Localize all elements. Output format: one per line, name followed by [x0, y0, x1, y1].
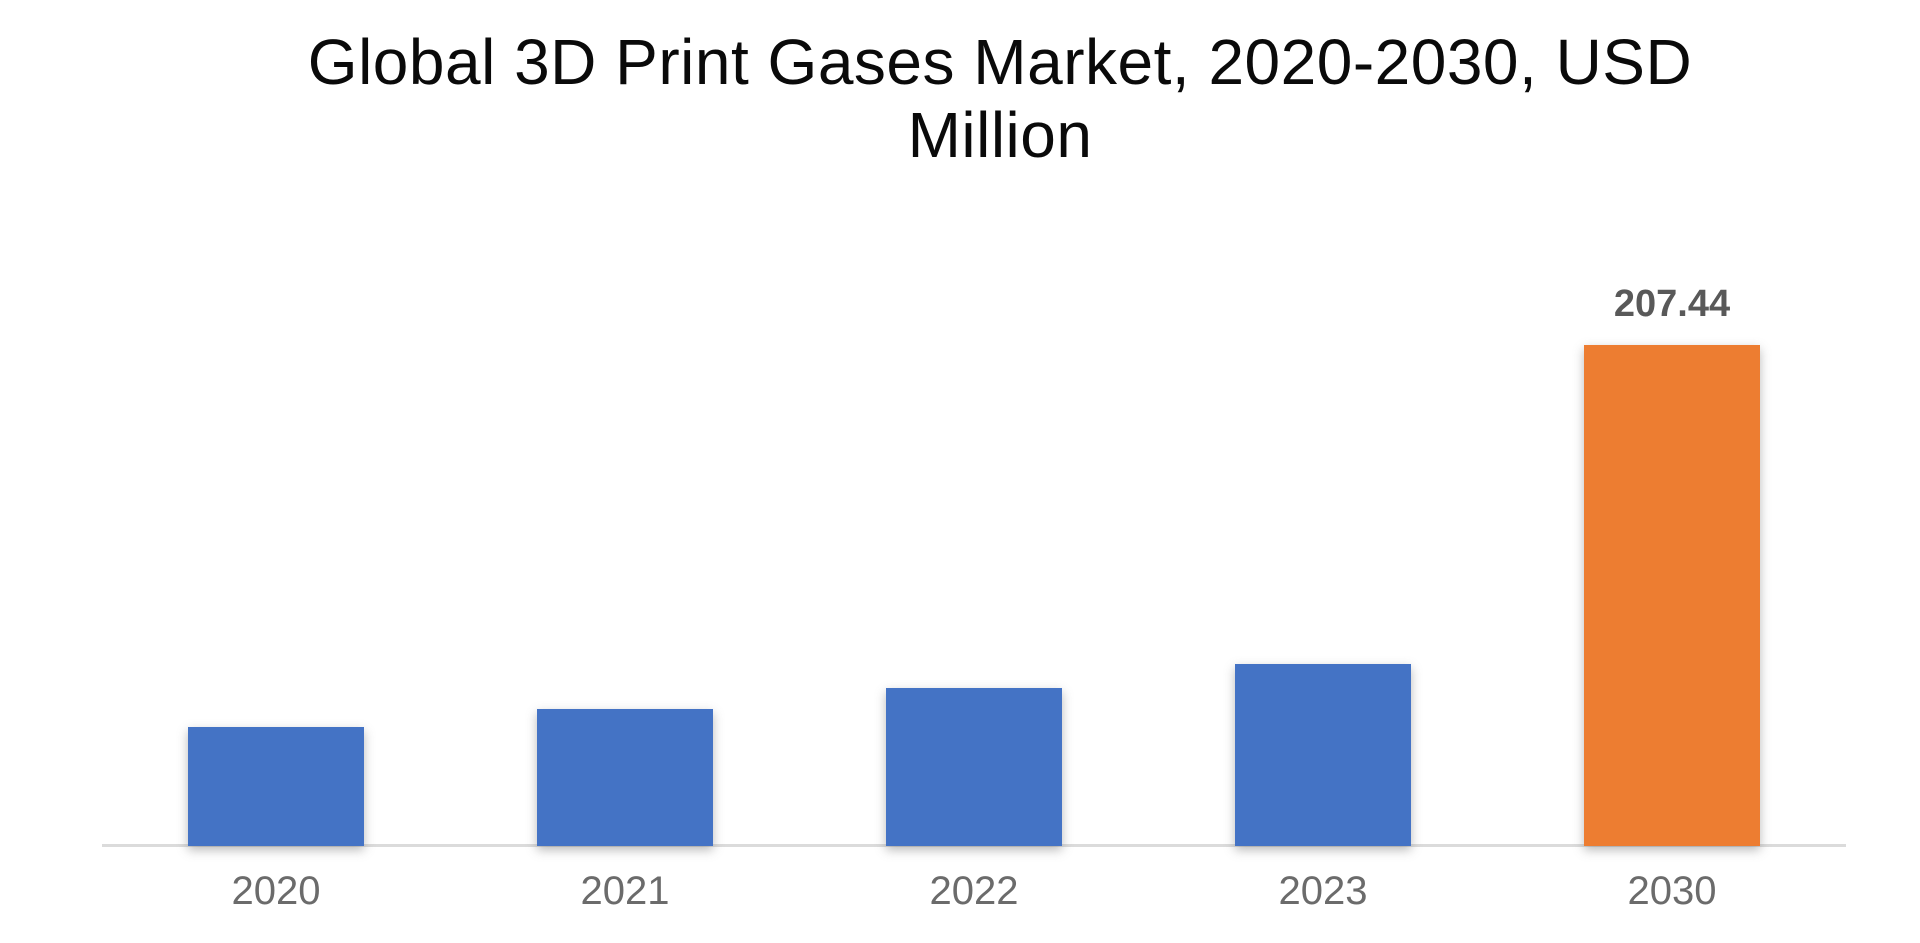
x-axis-label-2021: 2021	[580, 869, 670, 913]
x-axis-label-2020: 2020	[231, 869, 321, 913]
x-axis-label-2022: 2022	[929, 869, 1019, 913]
x-axis-label-2030: 2030	[1627, 869, 1717, 913]
bar-2022	[886, 688, 1062, 846]
bar-2030	[1584, 345, 1760, 846]
bar-2020	[188, 727, 364, 846]
x-axis-label-2023: 2023	[1278, 869, 1368, 913]
chart-title: Global 3D Print Gases Market, 2020-2030,…	[307, 26, 1693, 171]
data-label-2030: 207.44	[1613, 283, 1731, 325]
bar-2021	[537, 709, 713, 846]
bar-2023	[1235, 664, 1411, 846]
